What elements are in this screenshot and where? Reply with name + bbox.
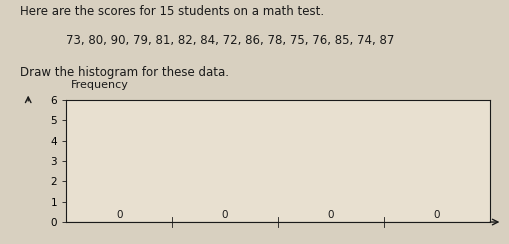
Text: 0: 0 xyxy=(116,210,122,220)
Text: 0: 0 xyxy=(221,210,228,220)
Text: Frequency: Frequency xyxy=(70,80,128,90)
Text: Draw the histogram for these data.: Draw the histogram for these data. xyxy=(20,66,229,79)
Text: 0: 0 xyxy=(433,210,439,220)
Text: 0: 0 xyxy=(327,210,333,220)
Text: 73, 80, 90, 79, 81, 82, 84, 72, 86, 78, 75, 76, 85, 74, 87: 73, 80, 90, 79, 81, 82, 84, 72, 86, 78, … xyxy=(66,34,394,47)
Text: Here are the scores for 15 students on a math test.: Here are the scores for 15 students on a… xyxy=(20,5,324,18)
